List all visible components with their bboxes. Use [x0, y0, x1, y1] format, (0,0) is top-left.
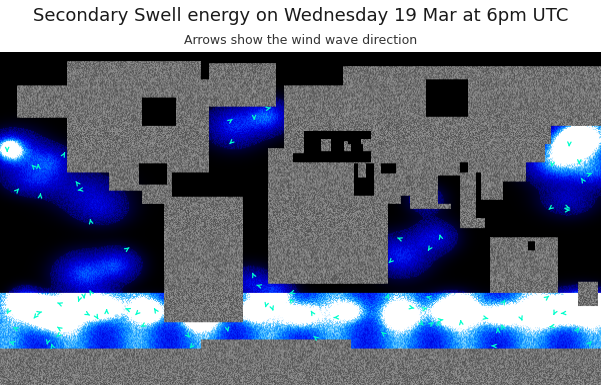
Text: Arrows show the wind wave direction: Arrows show the wind wave direction	[184, 34, 417, 47]
Text: Secondary Swell energy on Wednesday 19 Mar at 6pm UTC: Secondary Swell energy on Wednesday 19 M…	[33, 7, 568, 25]
